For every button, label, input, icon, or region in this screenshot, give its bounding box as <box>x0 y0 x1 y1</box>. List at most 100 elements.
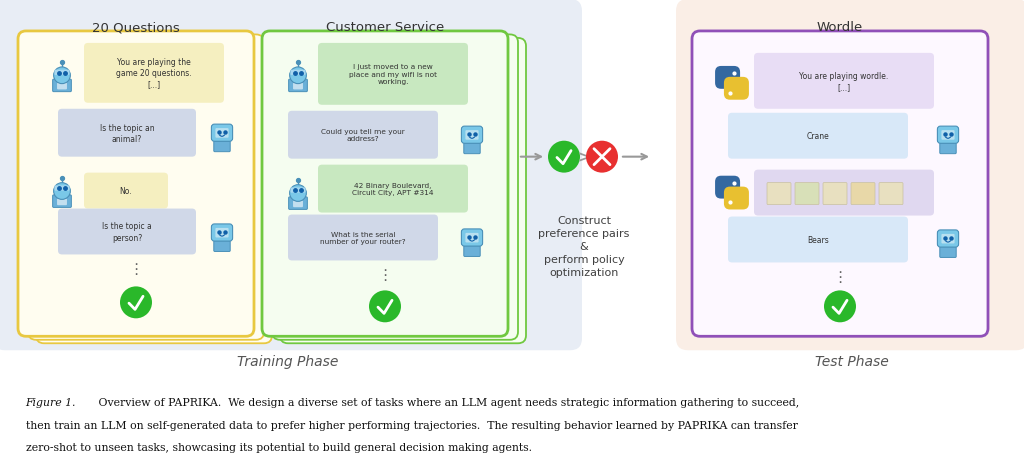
FancyBboxPatch shape <box>715 67 740 90</box>
FancyBboxPatch shape <box>851 183 874 205</box>
Text: Crane: Crane <box>807 132 829 141</box>
Circle shape <box>938 236 942 240</box>
FancyBboxPatch shape <box>728 113 908 159</box>
FancyBboxPatch shape <box>289 197 307 210</box>
Circle shape <box>53 68 71 84</box>
FancyBboxPatch shape <box>225 225 227 228</box>
FancyBboxPatch shape <box>946 231 948 234</box>
Text: I just moved to a new
place and my wifi is not
working.: I just moved to a new place and my wifi … <box>349 64 437 85</box>
Text: then train an LLM on self-generated data to prefer higher performing trajectorie: then train an LLM on self-generated data… <box>26 420 798 430</box>
FancyBboxPatch shape <box>54 71 70 76</box>
FancyBboxPatch shape <box>941 131 954 140</box>
FancyBboxPatch shape <box>215 229 228 238</box>
FancyBboxPatch shape <box>52 80 72 92</box>
FancyBboxPatch shape <box>946 128 948 130</box>
FancyBboxPatch shape <box>462 230 482 246</box>
FancyBboxPatch shape <box>940 247 956 258</box>
Text: Construct
preference pairs
&
perform policy
optimization: Construct preference pairs & perform pol… <box>539 215 630 278</box>
FancyBboxPatch shape <box>220 225 222 228</box>
Text: Overview of PAPRIKA.  We design a diverse set of tasks where an LLM agent needs : Overview of PAPRIKA. We design a diverse… <box>95 397 800 407</box>
FancyBboxPatch shape <box>728 217 908 263</box>
FancyBboxPatch shape <box>214 141 230 152</box>
Circle shape <box>586 141 618 173</box>
Text: Training Phase: Training Phase <box>238 354 339 369</box>
Text: >: > <box>578 150 591 165</box>
Text: Wordle: Wordle <box>817 22 863 34</box>
FancyBboxPatch shape <box>288 215 438 261</box>
Text: Customer Service: Customer Service <box>326 22 444 34</box>
Text: What is the serial
number of your router?: What is the serial number of your router… <box>321 231 406 245</box>
FancyBboxPatch shape <box>217 126 219 129</box>
FancyBboxPatch shape <box>715 176 740 199</box>
FancyBboxPatch shape <box>475 128 477 130</box>
FancyBboxPatch shape <box>214 241 230 252</box>
Circle shape <box>824 291 856 323</box>
FancyBboxPatch shape <box>937 127 958 144</box>
Text: Figure 1.: Figure 1. <box>26 397 76 407</box>
FancyBboxPatch shape <box>280 39 526 343</box>
FancyBboxPatch shape <box>465 131 478 140</box>
Text: Is the topic a
person?: Is the topic a person? <box>102 222 152 242</box>
FancyBboxPatch shape <box>823 183 847 205</box>
FancyBboxPatch shape <box>692 32 988 336</box>
FancyBboxPatch shape <box>18 32 254 336</box>
FancyBboxPatch shape <box>464 144 480 154</box>
FancyBboxPatch shape <box>288 112 438 159</box>
FancyBboxPatch shape <box>84 44 224 104</box>
Circle shape <box>478 235 482 239</box>
FancyBboxPatch shape <box>472 128 475 130</box>
Text: Could you tell me your
address?: Could you tell me your address? <box>322 129 404 142</box>
Text: ⋮: ⋮ <box>128 261 143 276</box>
FancyBboxPatch shape <box>272 35 518 340</box>
FancyBboxPatch shape <box>754 54 934 110</box>
FancyBboxPatch shape <box>940 144 956 154</box>
FancyBboxPatch shape <box>211 125 232 142</box>
FancyBboxPatch shape <box>724 78 749 101</box>
FancyBboxPatch shape <box>220 126 222 129</box>
Circle shape <box>212 230 216 234</box>
FancyBboxPatch shape <box>211 224 232 241</box>
Circle shape <box>462 235 466 239</box>
FancyBboxPatch shape <box>318 44 468 106</box>
FancyBboxPatch shape <box>58 110 196 157</box>
Circle shape <box>954 132 958 136</box>
Text: zero-shot to unseen tasks, showcasing its potential to build general decision ma: zero-shot to unseen tasks, showcasing it… <box>26 442 531 452</box>
FancyBboxPatch shape <box>795 183 819 205</box>
Text: Test Phase: Test Phase <box>815 354 889 369</box>
Circle shape <box>462 132 466 136</box>
FancyBboxPatch shape <box>467 128 469 130</box>
FancyBboxPatch shape <box>941 235 954 244</box>
Circle shape <box>290 185 306 202</box>
FancyBboxPatch shape <box>676 0 1024 351</box>
FancyBboxPatch shape <box>293 84 303 90</box>
FancyBboxPatch shape <box>52 196 72 208</box>
Text: Is the topic an
animal?: Is the topic an animal? <box>99 123 155 144</box>
FancyBboxPatch shape <box>879 183 903 205</box>
FancyBboxPatch shape <box>291 71 305 76</box>
Circle shape <box>120 287 152 319</box>
Text: ⋮: ⋮ <box>378 267 392 282</box>
FancyBboxPatch shape <box>36 39 272 343</box>
FancyBboxPatch shape <box>943 231 945 234</box>
FancyBboxPatch shape <box>951 128 953 130</box>
FancyBboxPatch shape <box>222 225 225 228</box>
Text: 20 Questions: 20 Questions <box>92 22 180 34</box>
FancyBboxPatch shape <box>54 186 70 191</box>
FancyBboxPatch shape <box>57 84 67 90</box>
FancyBboxPatch shape <box>937 230 958 247</box>
FancyBboxPatch shape <box>293 201 303 208</box>
FancyBboxPatch shape <box>948 231 951 234</box>
FancyBboxPatch shape <box>215 129 228 139</box>
FancyBboxPatch shape <box>754 170 934 216</box>
Text: No.: No. <box>120 187 132 196</box>
FancyBboxPatch shape <box>464 246 480 257</box>
FancyBboxPatch shape <box>28 35 264 340</box>
Circle shape <box>228 230 232 234</box>
Circle shape <box>53 183 71 200</box>
FancyBboxPatch shape <box>465 233 478 243</box>
Circle shape <box>212 130 216 134</box>
FancyBboxPatch shape <box>943 128 945 130</box>
FancyBboxPatch shape <box>262 32 508 336</box>
Circle shape <box>369 291 401 323</box>
Circle shape <box>290 68 306 84</box>
